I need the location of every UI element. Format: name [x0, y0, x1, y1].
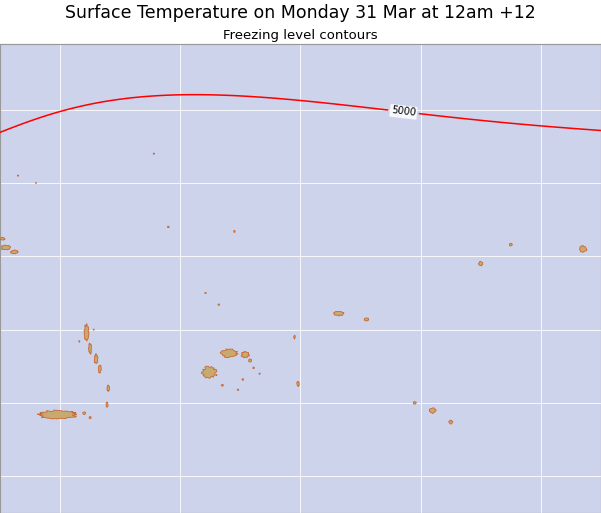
Polygon shape [93, 329, 94, 330]
Polygon shape [83, 412, 86, 415]
Polygon shape [221, 384, 224, 386]
Text: Surface Temperature on Monday 31 Mar at 12am +12: Surface Temperature on Monday 31 Mar at … [65, 4, 536, 22]
Polygon shape [429, 408, 436, 413]
Polygon shape [201, 366, 217, 378]
Polygon shape [259, 373, 260, 374]
Polygon shape [242, 379, 243, 380]
Polygon shape [294, 335, 295, 339]
Polygon shape [94, 353, 98, 363]
Polygon shape [220, 349, 239, 358]
Polygon shape [84, 324, 89, 341]
Polygon shape [88, 343, 91, 354]
Polygon shape [89, 417, 91, 419]
Polygon shape [106, 402, 108, 407]
Polygon shape [297, 381, 299, 386]
Polygon shape [234, 230, 235, 232]
Text: 5000: 5000 [391, 106, 416, 118]
Polygon shape [241, 351, 249, 358]
Polygon shape [153, 153, 154, 154]
Polygon shape [237, 389, 239, 390]
Polygon shape [0, 237, 5, 240]
Polygon shape [413, 402, 416, 404]
Polygon shape [168, 226, 169, 228]
Polygon shape [10, 250, 18, 254]
Polygon shape [449, 420, 453, 424]
Polygon shape [107, 385, 109, 391]
Polygon shape [510, 243, 513, 246]
Polygon shape [253, 367, 254, 369]
Polygon shape [334, 311, 344, 316]
Polygon shape [205, 292, 206, 293]
Polygon shape [216, 374, 217, 376]
Polygon shape [249, 359, 252, 362]
Polygon shape [37, 410, 77, 419]
Polygon shape [364, 318, 368, 321]
Polygon shape [478, 261, 483, 266]
Polygon shape [1, 245, 11, 250]
Polygon shape [579, 246, 587, 252]
Polygon shape [79, 341, 80, 342]
Text: Freezing level contours: Freezing level contours [223, 29, 378, 42]
Polygon shape [98, 365, 102, 373]
Polygon shape [218, 304, 219, 305]
Polygon shape [17, 175, 19, 176]
